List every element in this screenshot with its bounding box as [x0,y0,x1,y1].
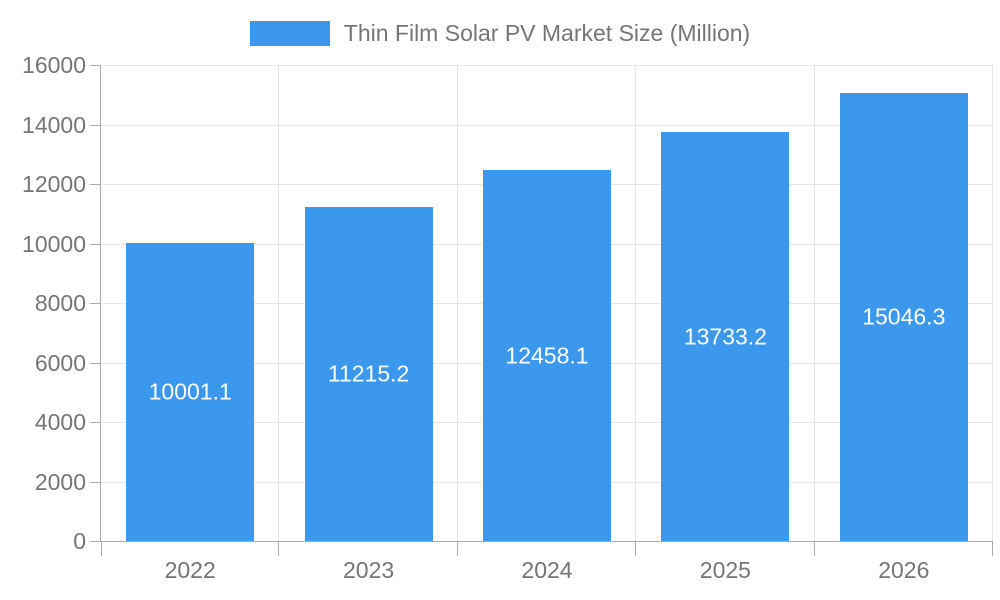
x-axis-label-2023: 2023 [343,557,395,583]
y-axis-label: 8000 [34,290,86,316]
bar-value-label-2023: 11215.2 [327,360,410,387]
x-axis-label-2022: 2022 [164,557,216,583]
y-axis-tick [90,124,100,126]
x-axis-label-2025: 2025 [699,557,751,583]
legend-swatch-icon [249,21,330,46]
plot-area: 10001.1 11215.2 12458.1 13733.2 15046.3 [90,65,993,556]
bar-2022[interactable] [126,243,255,541]
y-axis-tick [90,303,100,304]
x-axis-label-2026: 2026 [878,557,930,583]
bar-value-label-2025: 13733.2 [683,323,767,350]
y-axis-label: 4000 [34,409,86,435]
y-axis-tick [90,481,100,483]
legend-label: Thin Film Solar PV Market Size (Million) [343,20,751,46]
y-axis-label: 2000 [34,468,86,495]
y-axis-label: 12000 [22,171,86,197]
y-axis-label: 16000 [22,52,86,78]
y-axis-tick [90,422,100,423]
x-axis-tick [456,542,458,556]
gridline-vertical [813,65,815,541]
gridline-vertical [278,65,280,541]
gridline-vertical [992,65,993,541]
y-axis-label: 0 [73,528,86,554]
legend[interactable]: Thin Film Solar PV Market Size (Million) [0,20,1000,47]
x-axis-tick [813,542,815,556]
y-axis-tick [90,243,100,245]
gridline-vertical [635,65,637,541]
bar-value-label-2022: 10001.1 [148,378,232,405]
x-axis-tick [635,542,637,556]
x-axis-tick [278,542,280,556]
y-axis-label: 6000 [34,349,86,376]
bar-value-label-2026: 15046.3 [862,303,946,330]
x-axis-tick [992,542,993,556]
bar-2025[interactable] [661,132,790,541]
bar-2024[interactable] [483,170,611,541]
x-axis-tick [101,542,102,556]
y-axis-tick [90,541,100,542]
y-axis-tick [90,184,100,185]
y-axis-label: 10000 [22,230,86,257]
gridline-horizontal [101,124,993,126]
gridline-horizontal [101,65,993,66]
x-axis-label-2024: 2024 [521,557,573,583]
y-axis-tick [90,362,100,364]
y-axis-tick [90,65,100,66]
bar-value-label-2024: 12458.1 [505,342,589,369]
y-axis-label: 14000 [22,111,86,138]
bar-2026[interactable] [839,93,968,541]
gridline-vertical [456,65,458,541]
bar-2023[interactable] [304,207,433,541]
